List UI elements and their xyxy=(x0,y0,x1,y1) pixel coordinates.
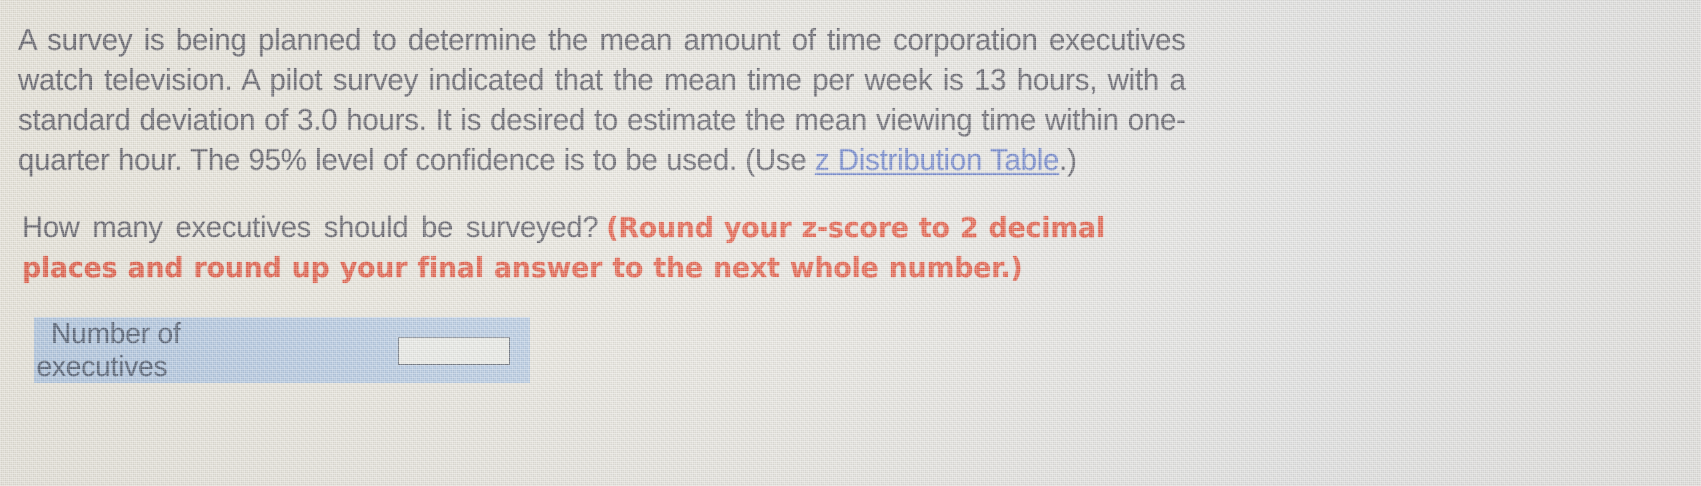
problem-statement-text: A survey is being planned to determine t… xyxy=(18,23,1186,177)
answer-panel: Number of executives xyxy=(34,317,530,383)
question-block: How many executives should be surveyed? … xyxy=(22,208,1186,288)
number-of-executives-input[interactable] xyxy=(398,337,510,365)
question-text: How many executives should be surveyed? xyxy=(22,211,599,244)
answer-label-line1: Number of xyxy=(51,318,181,350)
problem-statement: A survey is being planned to determine t… xyxy=(18,20,1186,180)
answer-label-line2: executives xyxy=(36,351,168,383)
rounding-instruction: (Round your z-score to 2 decimal places … xyxy=(22,212,1106,284)
z-distribution-table-link[interactable]: z Distribution Table xyxy=(814,143,1060,177)
answer-label: Number of executives xyxy=(36,318,371,384)
problem-statement-tail: .) xyxy=(1059,143,1077,177)
